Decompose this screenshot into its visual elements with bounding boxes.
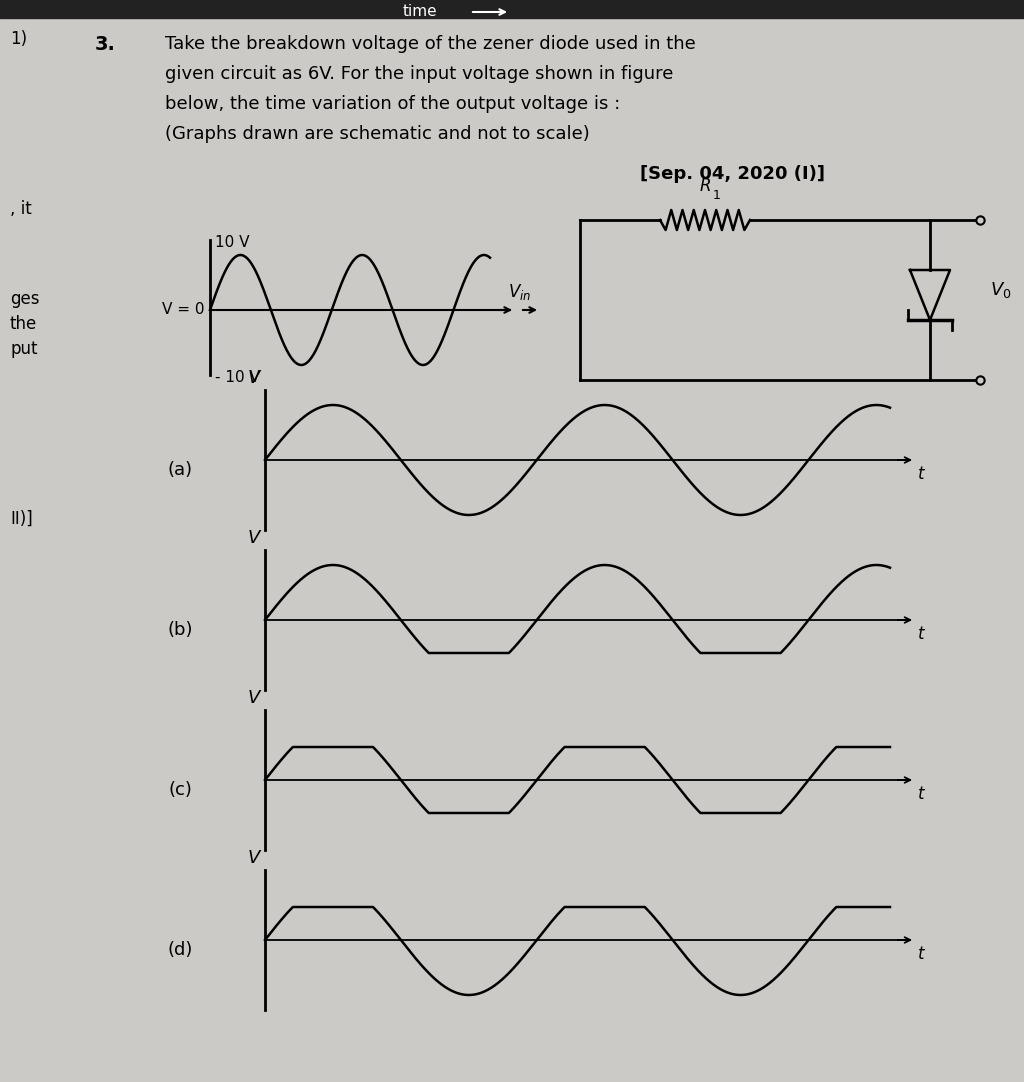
Text: time: time [402,4,437,19]
Text: t: t [918,465,925,483]
Text: V: V [248,689,260,707]
Text: (b): (b) [167,621,193,639]
Text: ges: ges [10,290,40,308]
Text: Take the breakdown voltage of the zener diode used in the: Take the breakdown voltage of the zener … [165,35,695,53]
Text: - 10 V: - 10 V [215,370,260,385]
Text: (Graphs drawn are schematic and not to scale): (Graphs drawn are schematic and not to s… [165,126,590,143]
Text: V: V [248,529,260,547]
Text: t: t [918,625,925,643]
Text: 10 V: 10 V [215,235,250,250]
Text: (a): (a) [168,461,193,479]
Text: R: R [700,177,712,195]
Text: (c): (c) [168,781,191,799]
Text: (d): (d) [167,941,193,959]
Text: the: the [10,315,37,333]
Text: t: t [918,786,925,803]
Text: given circuit as 6V. For the input voltage shown in figure: given circuit as 6V. For the input volta… [165,65,674,83]
Text: $V_{in}$: $V_{in}$ [508,282,531,302]
Text: [Sep. 04, 2020 (I)]: [Sep. 04, 2020 (I)] [640,164,825,183]
Text: $V_0$: $V_0$ [990,280,1012,300]
Text: V: V [248,369,260,387]
Text: 1): 1) [10,30,27,48]
Text: put: put [10,340,38,358]
Text: V = 0: V = 0 [163,303,205,317]
Text: below, the time variation of the output voltage is :: below, the time variation of the output … [165,95,621,113]
Text: 3.: 3. [95,35,116,54]
Text: , it: , it [10,200,32,217]
Text: II)]: II)] [10,510,33,528]
Text: V: V [248,849,260,867]
Text: t: t [918,945,925,963]
Text: 1: 1 [713,189,721,202]
